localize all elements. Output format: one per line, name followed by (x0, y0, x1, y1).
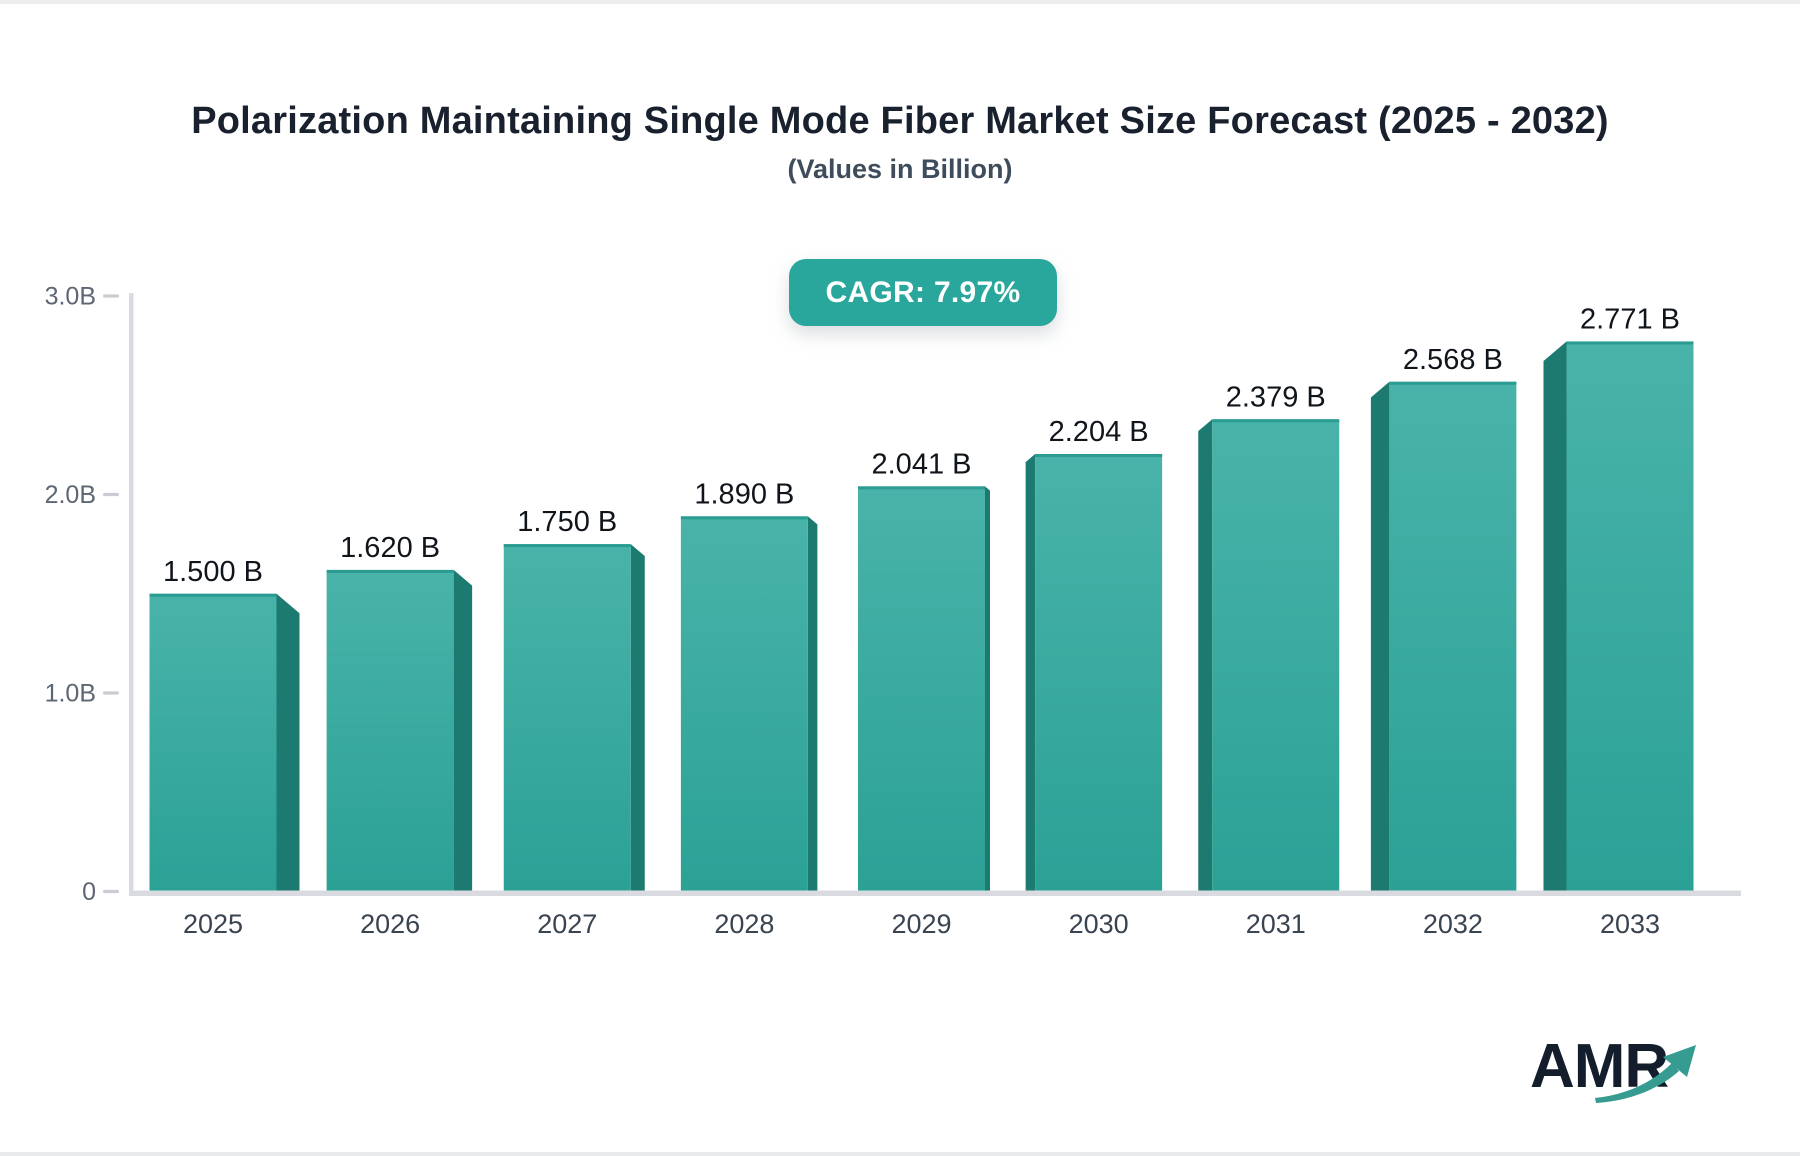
bar-top-edge (1035, 454, 1163, 458)
bar-value-label: 2.771 B (1580, 303, 1680, 335)
x-axis-label: 2030 (1069, 909, 1129, 939)
bar-2026 (326, 569, 473, 892)
bar-2027 (503, 544, 645, 892)
bar-value-label: 1.500 B (163, 556, 263, 588)
bar-top-edge (1566, 341, 1694, 345)
bar-top-edge (1389, 381, 1517, 385)
y-axis-label: 3.0B (45, 283, 96, 311)
bar-side (1370, 381, 1390, 892)
x-axis-label: 2028 (714, 909, 774, 939)
bar-top-edge (858, 486, 985, 490)
x-axis-label: 2032 (1423, 909, 1483, 939)
chart-title: Polarization Maintaining Single Mode Fib… (191, 100, 1609, 142)
y-axis-label: 1.0B (45, 680, 96, 708)
bar-face (1566, 341, 1694, 892)
bar-2028 (680, 516, 818, 892)
bar-face (1212, 419, 1340, 892)
bar-side (276, 593, 300, 892)
bar-value-label: 1.890 B (694, 478, 794, 510)
bar-2030 (1025, 454, 1163, 892)
y-axis-tick (103, 691, 119, 695)
x-axis-label: 2029 (891, 909, 951, 939)
bar-2032 (1370, 381, 1517, 892)
bar-value-label: 1.620 B (340, 532, 440, 564)
bar-2033 (1543, 341, 1694, 892)
bar-face (858, 486, 985, 892)
x-axis-label: 2031 (1246, 909, 1306, 939)
bar-top-edge (326, 569, 454, 573)
bar-face (1389, 381, 1517, 892)
bar-side (807, 516, 818, 892)
amr-logo: AMR (1530, 1036, 1760, 1116)
x-axis-label: 2027 (537, 909, 597, 939)
bar-value-label: 2.568 B (1403, 344, 1503, 376)
bar-side (630, 544, 645, 892)
bar-value-label: 1.750 B (517, 506, 617, 538)
bar-face (326, 569, 454, 892)
bar-face (149, 593, 277, 892)
bar-value-label: 2.204 B (1049, 416, 1149, 448)
bar-2029 (858, 486, 990, 892)
bar-value-label: 2.379 B (1226, 381, 1326, 413)
bar-2031 (1198, 419, 1340, 892)
bar-side (1025, 454, 1036, 892)
y-axis-tick (103, 294, 119, 298)
bar-top-edge (680, 516, 808, 520)
chart-subtitle: (Values in Billion) (787, 154, 1013, 184)
bar-face (680, 516, 808, 892)
y-axis-label: 0 (82, 878, 96, 906)
bar-face (1035, 454, 1163, 892)
bar-top-edge (149, 593, 277, 597)
bar-side (1198, 419, 1213, 892)
bar-value-label: 2.041 B (872, 448, 972, 480)
cagr-badge-label: CAGR: 7.97% (825, 275, 1021, 309)
bar-face (503, 544, 631, 892)
bar-top-edge (503, 544, 631, 548)
bar-side (453, 569, 473, 892)
bar-top-edge (1212, 419, 1340, 423)
x-axis-label: 2025 (183, 909, 243, 939)
bar-side (1543, 341, 1567, 892)
cagr-badge: CAGR: 7.97% (789, 259, 1057, 326)
bar-side (985, 486, 990, 892)
y-axis-label: 2.0B (45, 481, 96, 509)
x-axis-label: 2026 (360, 909, 420, 939)
bar-2025 (149, 593, 300, 892)
y-axis-line (129, 293, 134, 894)
market-size-bar-chart: 0 1.0B 2.0B 3.0B 1.500 B 2025 1.620 B 2026 1.750… (45, 283, 1741, 939)
x-axis-label: 2033 (1600, 909, 1660, 939)
y-axis-tick (103, 492, 119, 497)
growth-arrow-icon (1595, 1045, 1696, 1103)
y-axis-tick (103, 889, 119, 894)
x-axis-line (129, 890, 1741, 896)
